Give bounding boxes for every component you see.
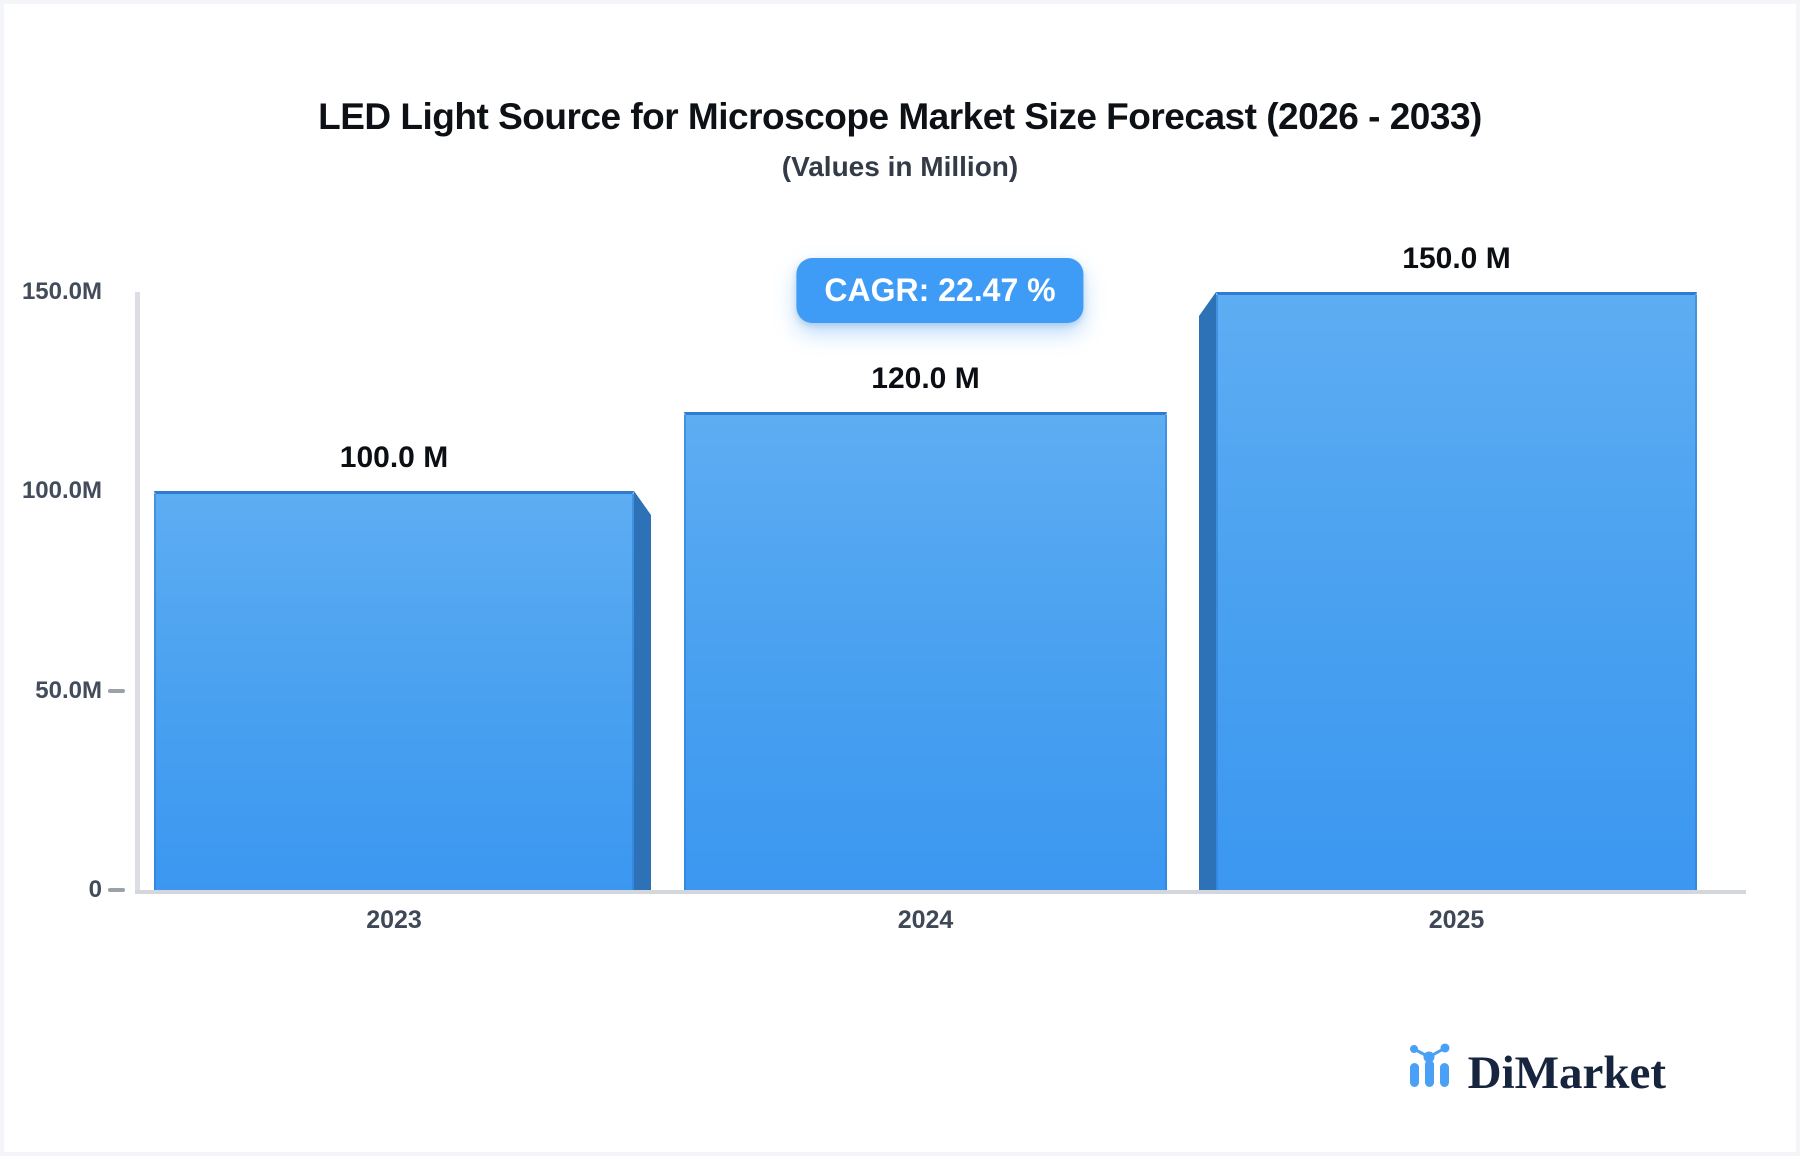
y-axis-tick-label: 0 bbox=[88, 876, 102, 903]
bar-value-label: 120.0 M bbox=[871, 362, 980, 395]
x-axis-label: 2023 bbox=[366, 906, 422, 934]
bar-2023[interactable] bbox=[154, 491, 634, 890]
y-axis-tick-dash bbox=[108, 888, 125, 892]
y-axis-tick-dash bbox=[108, 688, 125, 693]
bar-side-shadow bbox=[1199, 292, 1216, 890]
bar-chart-plot: 100.0 M 2023 120.0 M 2024 150.0 M 2025 150.0M 1… bbox=[4, 4, 1796, 1152]
bar-side-shadow bbox=[634, 491, 651, 890]
y-axis-tick-label: 50.0M bbox=[35, 676, 102, 704]
y-axis-tick-label: 100.0M bbox=[21, 477, 102, 505]
y-axis-tick-label: 150.0M bbox=[21, 278, 102, 305]
dimarket-logo: DiMarket bbox=[1402, 1039, 1666, 1100]
page-title: LED Light Source for Microscope Market S… bbox=[318, 96, 1482, 137]
x-axis-label: 2025 bbox=[1428, 906, 1485, 934]
bar-value-label: 100.0 M bbox=[339, 441, 449, 474]
logo-text: DiMarket bbox=[1467, 1047, 1666, 1100]
bar-chart-with-trendline-icon bbox=[1402, 1039, 1456, 1096]
bar-2025[interactable] bbox=[1216, 292, 1697, 890]
x-axis-label: 2024 bbox=[897, 906, 954, 934]
y-axis-line bbox=[135, 292, 140, 894]
cagr-badge: CAGR: 22.47 % bbox=[796, 258, 1084, 323]
chart-subtitle: (Values in Million) bbox=[781, 151, 1019, 182]
x-axis-line bbox=[135, 890, 1746, 894]
bar-2024[interactable] bbox=[684, 412, 1167, 890]
bar-value-label: 150.0 M bbox=[1402, 242, 1511, 275]
